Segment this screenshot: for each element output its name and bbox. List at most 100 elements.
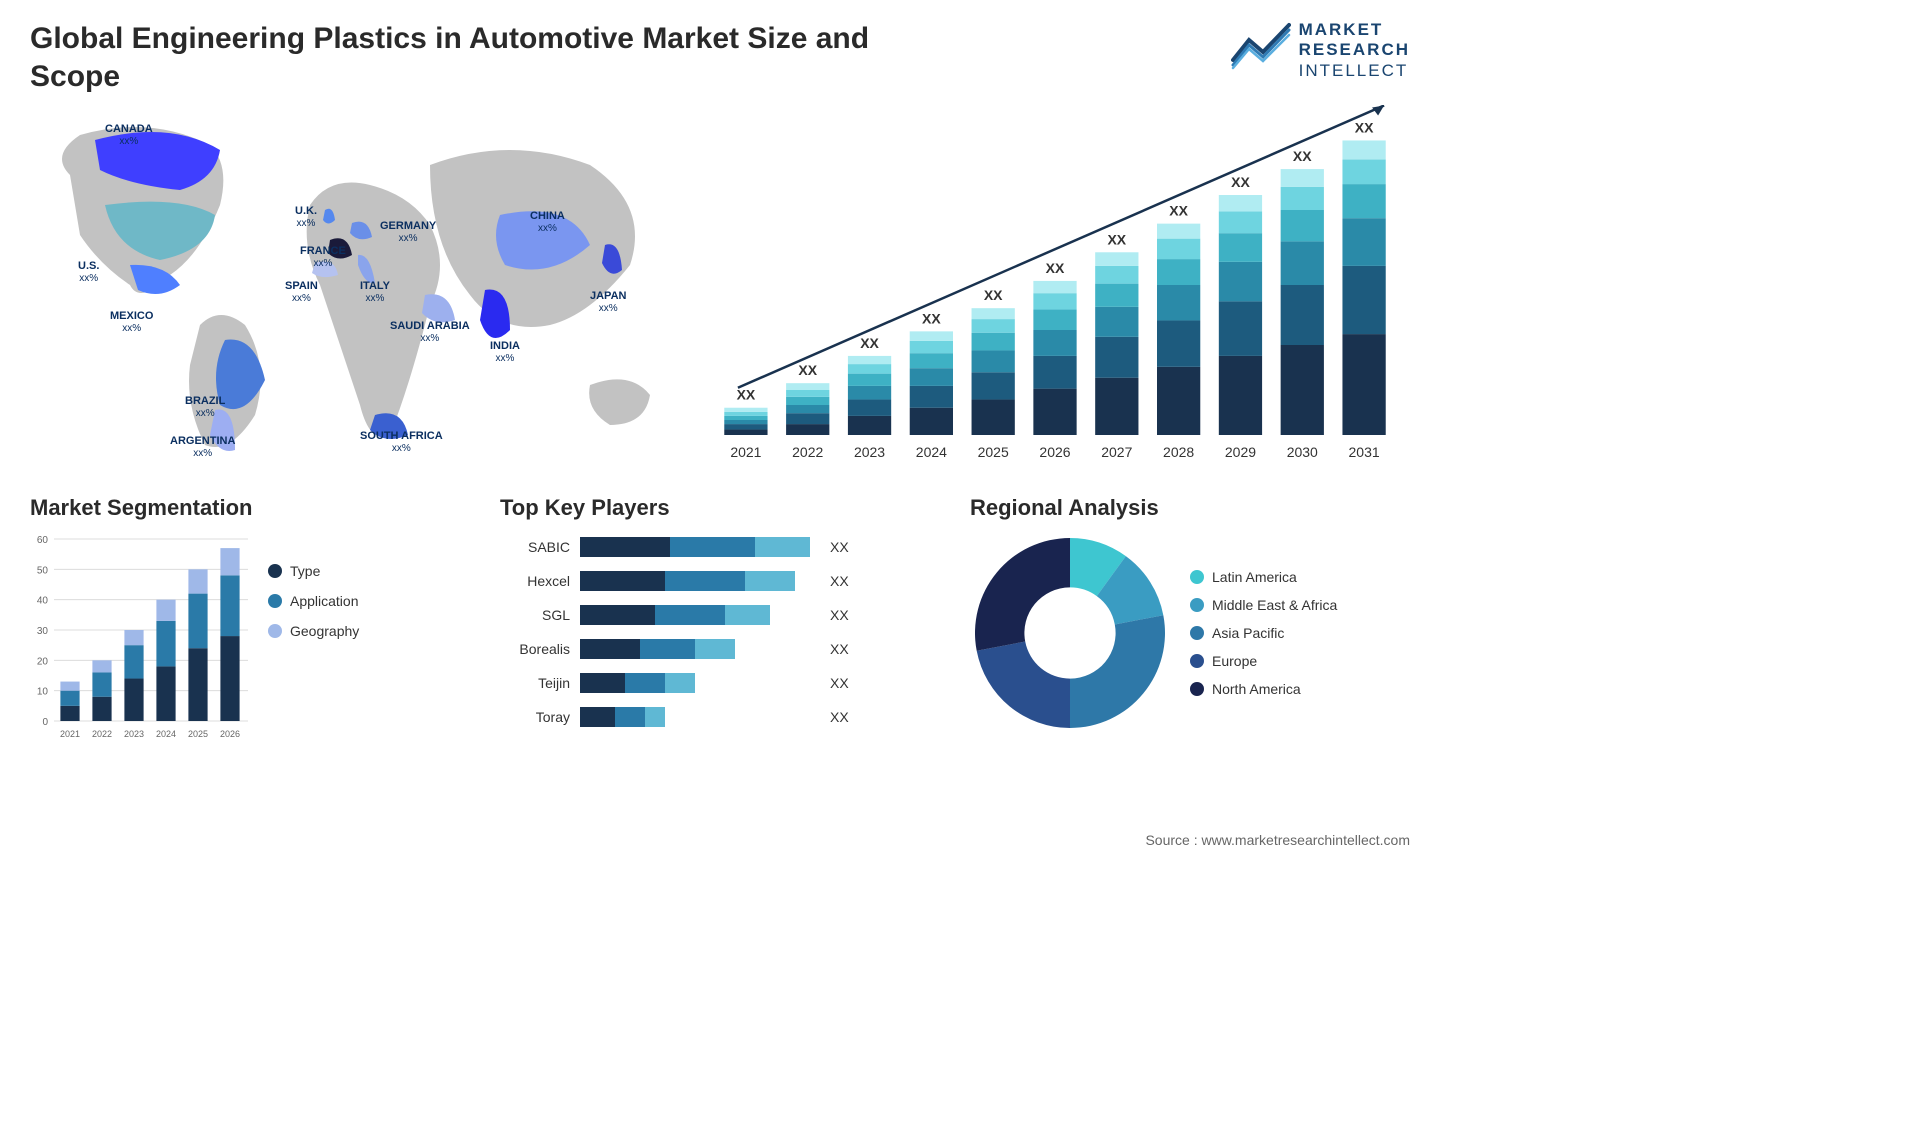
map-country-label: U.S.xx%: [78, 260, 99, 285]
legend-label: Application: [290, 593, 359, 609]
map-country-label: BRAZILxx%: [185, 395, 225, 420]
svg-text:XX: XX: [1169, 203, 1188, 219]
player-name: Hexcel: [500, 573, 570, 589]
player-value: XX: [830, 675, 849, 691]
legend-color-dot: [268, 624, 282, 638]
legend-label: Type: [290, 563, 320, 579]
player-bar: [580, 673, 820, 693]
legend-item: Type: [268, 563, 359, 579]
legend-color-dot: [1190, 598, 1204, 612]
segmentation-legend: Type Application Geography: [268, 533, 359, 743]
svg-text:XX: XX: [1293, 148, 1312, 164]
svg-text:0: 0: [42, 717, 48, 728]
legend-color-dot: [268, 564, 282, 578]
player-name: Borealis: [500, 641, 570, 657]
legend-item: Asia Pacific: [1190, 625, 1337, 641]
svg-text:2023: 2023: [854, 444, 885, 460]
world-map-svg: [30, 105, 670, 465]
regional-section: Regional Analysis Latin America Middle Ea…: [970, 495, 1410, 743]
player-name: Teijin: [500, 675, 570, 691]
player-name: Toray: [500, 709, 570, 725]
map-country-label: SAUDI ARABIAxx%: [390, 320, 470, 345]
player-row: Toray XX: [500, 703, 940, 731]
svg-text:2028: 2028: [1163, 444, 1194, 460]
svg-text:2027: 2027: [1101, 444, 1132, 460]
svg-text:10: 10: [37, 687, 49, 698]
svg-text:XX: XX: [1107, 231, 1126, 247]
legend-item: Application: [268, 593, 359, 609]
player-value: XX: [830, 573, 849, 589]
player-value: XX: [830, 539, 849, 555]
map-country-label: CANADAxx%: [105, 123, 153, 148]
legend-label: Europe: [1212, 653, 1257, 669]
players-chart: SABICXXHexcelXXSGLXXBorealisXXTeijinXXTo…: [500, 533, 940, 731]
svg-text:60: 60: [37, 535, 49, 546]
legend-label: Latin America: [1212, 569, 1297, 585]
map-country-label: U.K.xx%: [295, 205, 317, 230]
player-bar: [580, 571, 820, 591]
legend-color-dot: [1190, 570, 1204, 584]
player-value: XX: [830, 709, 849, 725]
svg-text:40: 40: [37, 596, 49, 607]
svg-text:20: 20: [37, 656, 49, 667]
svg-text:50: 50: [37, 565, 49, 576]
svg-text:XX: XX: [984, 287, 1003, 303]
legend-label: North America: [1212, 681, 1301, 697]
legend-color-dot: [1190, 682, 1204, 696]
source-credit: Source : www.marketresearchintellect.com: [1145, 832, 1410, 848]
legend-label: Middle East & Africa: [1212, 597, 1337, 613]
svg-text:XX: XX: [798, 362, 817, 378]
segmentation-chart: 0102030405060202120222023202420252026: [30, 533, 250, 743]
player-bar: [580, 605, 820, 625]
map-country-label: FRANCExx%: [300, 245, 346, 270]
players-title: Top Key Players: [500, 495, 940, 521]
svg-text:2030: 2030: [1287, 444, 1318, 460]
map-country-label: INDIAxx%: [490, 340, 520, 365]
brand-logo: MARKET RESEARCH INTELLECT: [1231, 20, 1410, 81]
svg-text:XX: XX: [1231, 174, 1250, 190]
logo-wave-icon: [1231, 20, 1291, 70]
player-bar: [580, 537, 820, 557]
svg-text:2021: 2021: [60, 729, 80, 739]
svg-text:2031: 2031: [1349, 444, 1380, 460]
players-section: Top Key Players SABICXX Hexcel XX SGLXX Bore…: [500, 495, 940, 743]
svg-text:XX: XX: [1046, 260, 1065, 276]
player-row: Borealis XX: [500, 635, 940, 663]
player-value: XX: [830, 641, 849, 657]
map-country-label: CHINAxx%: [530, 210, 565, 235]
player-row: SGLXX: [500, 601, 940, 629]
svg-text:30: 30: [37, 626, 49, 637]
svg-text:2022: 2022: [92, 729, 112, 739]
svg-text:2024: 2024: [916, 444, 947, 460]
svg-text:2026: 2026: [220, 729, 240, 739]
legend-label: Asia Pacific: [1212, 625, 1284, 641]
svg-text:XX: XX: [737, 387, 756, 403]
legend-color-dot: [1190, 626, 1204, 640]
legend-item: Latin America: [1190, 569, 1337, 585]
svg-text:2023: 2023: [124, 729, 144, 739]
map-country-label: SPAINxx%: [285, 280, 318, 305]
svg-text:2029: 2029: [1225, 444, 1256, 460]
svg-text:2022: 2022: [792, 444, 823, 460]
player-bar: [580, 707, 820, 727]
legend-color-dot: [1190, 654, 1204, 668]
svg-text:XX: XX: [1355, 119, 1374, 135]
svg-text:XX: XX: [860, 335, 879, 351]
map-country-label: GERMANYxx%: [380, 220, 436, 245]
svg-text:2025: 2025: [188, 729, 208, 739]
player-row: SABICXX: [500, 533, 940, 561]
svg-text:2021: 2021: [730, 444, 761, 460]
player-row: Teijin XX: [500, 669, 940, 697]
legend-item: Middle East & Africa: [1190, 597, 1337, 613]
map-country-label: MEXICOxx%: [110, 310, 153, 335]
regional-title: Regional Analysis: [970, 495, 1410, 521]
map-country-label: ITALYxx%: [360, 280, 390, 305]
regional-legend: Latin America Middle East & Africa Asia Pa…: [1190, 569, 1337, 697]
page-title: Global Engineering Plastics in Automotiv…: [30, 20, 930, 95]
svg-text:2026: 2026: [1039, 444, 1070, 460]
legend-label: Geography: [290, 623, 359, 639]
map-country-label: JAPANxx%: [590, 290, 626, 315]
player-row: Hexcel XX: [500, 567, 940, 595]
growth-bar-chart: XX2021XX2022XX2023XX2024XX2025XX2026XX20…: [700, 105, 1410, 465]
world-map-chart: CANADAxx%U.S.xx%MEXICOxx%BRAZILxx%ARGENT…: [30, 105, 670, 465]
